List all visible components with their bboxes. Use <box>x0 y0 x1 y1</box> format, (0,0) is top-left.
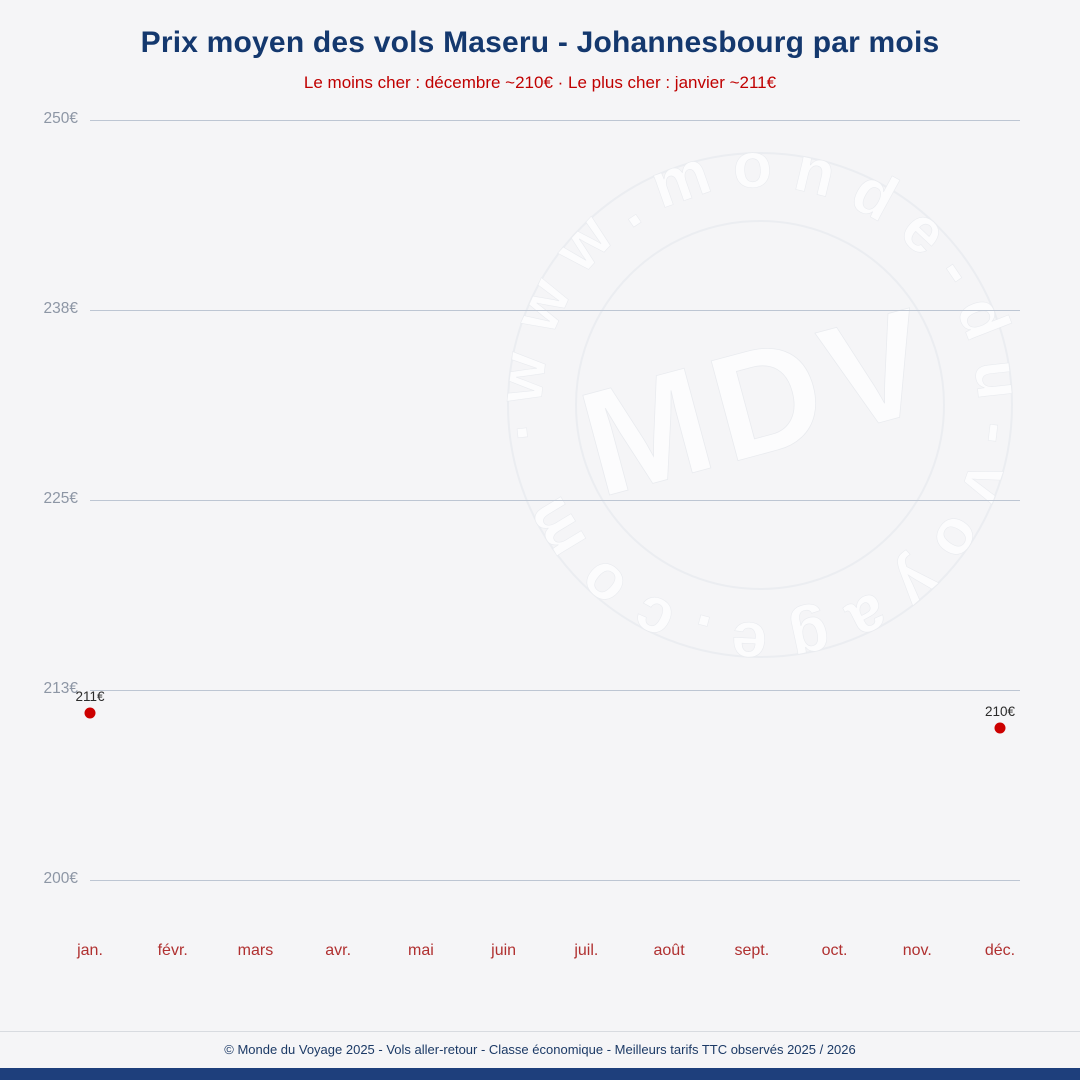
data-point-layer: 211€ 210€ <box>75 120 1015 880</box>
plot-area: 250€ 238€ 225€ 213€ 200€ 211€ 210€ jan. févr. m… <box>44 110 1020 959</box>
data-point-label: 210€ <box>984 704 1016 719</box>
x-axis-month-label: mai <box>408 942 434 959</box>
y-axis-tick-label: 238€ <box>43 300 78 318</box>
gridline <box>90 500 1020 501</box>
y-axis-tick-label: 200€ <box>43 870 78 888</box>
x-axis-month-label: sept. <box>734 942 770 959</box>
data-point-label: 211€ <box>75 688 105 704</box>
x-axis-month-label: août <box>653 942 685 959</box>
y-axis-tick-label: 250€ <box>43 110 78 128</box>
x-axis-month-label: nov. <box>902 942 932 959</box>
data-point <box>84 707 96 719</box>
x-axis-month-label: juin <box>491 942 517 959</box>
gridline <box>90 120 1020 121</box>
gridline <box>90 690 1020 691</box>
x-axis-month-label: avr. <box>325 942 352 959</box>
footer: © Monde du Voyage 2025 - Vols aller-reto… <box>0 1031 1080 1080</box>
x-axis-month-label: jan. <box>77 942 103 959</box>
chart-title: Prix moyen des vols Maseru - Johannesbou… <box>140 26 940 59</box>
data-point <box>994 722 1006 734</box>
footer-copyright-text: © Monde du Voyage 2025 - Vols aller-reto… <box>0 1031 1080 1068</box>
x-axis-month-label: juil. <box>574 942 599 959</box>
x-axis-month-label: févr. <box>157 942 188 959</box>
y-axis-tick-label: 225€ <box>43 490 78 508</box>
gridline <box>90 880 1020 881</box>
x-axis-month-label: oct. <box>821 942 848 959</box>
chart-subtitle: Le moins cher : décembre ~210€ · Le plus… <box>303 73 777 92</box>
y-axis-tick-label: 213€ <box>43 680 78 698</box>
footer-brand-bar <box>0 1068 1080 1080</box>
x-axis-month-label: déc. <box>984 942 1016 959</box>
x-axis: jan. févr. mars avr. mai juin juil. août sept. oc… <box>77 942 1015 964</box>
x-axis-month-label: mars <box>237 942 274 959</box>
gridline <box>90 310 1020 311</box>
